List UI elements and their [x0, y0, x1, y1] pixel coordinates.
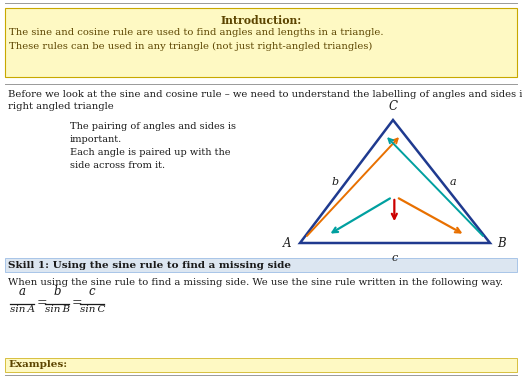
Text: When using the sine rule to find a missing side. We use the sine rule written in: When using the sine rule to find a missi…	[8, 278, 503, 287]
Text: a: a	[449, 176, 456, 187]
Text: side across from it.: side across from it.	[70, 161, 165, 170]
Text: c: c	[89, 285, 96, 298]
Text: Skill 1: Using the sine rule to find a missing side: Skill 1: Using the sine rule to find a m…	[8, 261, 291, 270]
Text: B: B	[497, 236, 506, 249]
Text: The sine and cosine rule are used to find angles and lengths in a triangle.: The sine and cosine rule are used to fin…	[9, 28, 384, 37]
Text: Examples:: Examples:	[8, 360, 67, 369]
Text: These rules can be used in any triangle (not just right-angled triangles): These rules can be used in any triangle …	[9, 42, 372, 51]
FancyBboxPatch shape	[5, 358, 517, 372]
Text: Before we look at the sine and cosine rule – we need to understand the labelling: Before we look at the sine and cosine ru…	[8, 90, 522, 99]
Text: b: b	[331, 176, 338, 187]
Text: The pairing of angles and sides is: The pairing of angles and sides is	[70, 122, 236, 131]
Text: b: b	[53, 285, 61, 298]
FancyBboxPatch shape	[5, 8, 517, 77]
Text: Introduction:: Introduction:	[220, 15, 302, 26]
Text: sin C: sin C	[80, 305, 105, 314]
Text: =: =	[37, 296, 48, 310]
Text: c: c	[392, 253, 398, 263]
Text: =: =	[72, 296, 82, 310]
Text: right angled triangle: right angled triangle	[8, 102, 114, 111]
FancyBboxPatch shape	[5, 258, 517, 272]
Text: important.: important.	[70, 135, 122, 144]
Text: Each angle is paired up with the: Each angle is paired up with the	[70, 148, 231, 157]
Text: sin A: sin A	[10, 305, 35, 314]
Text: sin B: sin B	[45, 305, 70, 314]
Text: C: C	[388, 100, 397, 113]
Text: a: a	[18, 285, 26, 298]
Text: A: A	[282, 236, 291, 249]
